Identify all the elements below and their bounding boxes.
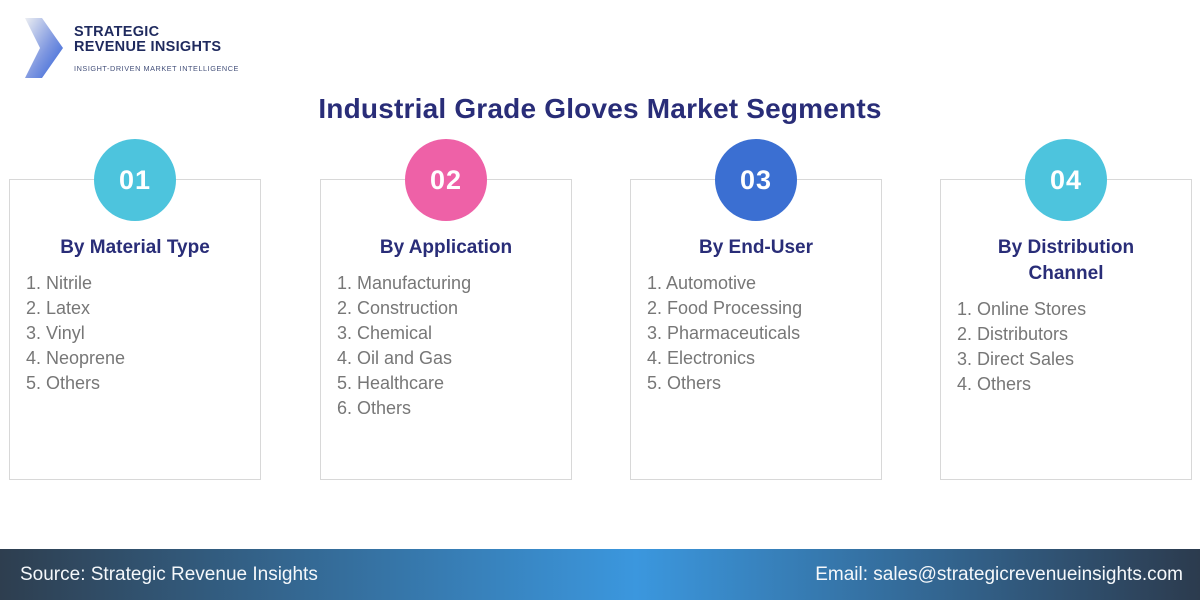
segment-card: 03 By End-User 1. Automotive 2. Food Proc… (630, 139, 882, 480)
segment-list-item: 5. Others (26, 373, 101, 393)
segment-list-item: 3. Direct Sales (957, 349, 1075, 369)
segment-card: 02 By Application 1. Manufacturing 2. Con… (320, 139, 572, 480)
segment-list-item: 2. Distributors (957, 324, 1069, 344)
segment-heading: By Material Type (60, 237, 210, 258)
segment-list-item: 4. Others (957, 374, 1032, 394)
segment-list-item: 3. Chemical (337, 323, 433, 343)
segment-list-item: 4. Electronics (647, 348, 756, 368)
chevron-right-icon (25, 18, 63, 83)
segment-list-item: 5. Healthcare (337, 373, 445, 393)
logo-text: STRATEGIC REVENUE INSIGHTS INSIGHT-DRIVE… (74, 16, 239, 74)
segment-number-badge: 01 (94, 139, 176, 221)
segment-number-badge: 04 (1025, 139, 1107, 221)
segment-list-item: 2. Construction (337, 298, 459, 318)
segment-list-item: 4. Oil and Gas (337, 348, 453, 368)
segment-list-item: 2. Latex (26, 298, 91, 318)
segment-list-item: 3. Vinyl (26, 323, 85, 343)
segment-list-item: 2. Food Processing (647, 298, 803, 318)
page-title: Industrial Grade Gloves Market Segments (318, 93, 882, 124)
logo-line1: STRATEGIC (74, 24, 160, 40)
logo-line2: REVENUE INSIGHTS (74, 39, 222, 55)
segment-list-item: 4. Neoprene (26, 348, 126, 368)
segment-list: 1. Automotive 2. Food Processing 3. Pharma… (631, 271, 881, 396)
segment-card: 04 By Distribution Channel 1. Online Sto… (940, 139, 1192, 480)
segment-list-item: 1. Nitrile (26, 273, 93, 293)
segment-list: 1. Nitrile 2. Latex 3. Vinyl 4. Neoprene 5. … (10, 271, 260, 396)
segment-number-badge: 03 (715, 139, 797, 221)
logo: STRATEGIC REVENUE INSIGHTS INSIGHT-DRIVE… (25, 16, 239, 83)
segment-list-item: 1. Manufacturing (337, 273, 472, 293)
segment-card: 01 By Material Type 1. Nitrile 2. Latex 3.… (9, 139, 261, 480)
footer-source: Source: Strategic Revenue Insights (20, 563, 318, 585)
segment-list-item: 1. Automotive (647, 273, 757, 293)
footer-email: Email: sales@strategicrevenueinsights.co… (815, 563, 1183, 585)
segment-list: 1. Manufacturing 2. Construction 3. Chemic… (321, 271, 571, 421)
segment-list-item: 5. Others (647, 373, 722, 393)
segment-list-item: 6. Others (337, 398, 412, 418)
logo-tagline: INSIGHT-DRIVEN MARKET INTELLIGENCE (74, 64, 239, 73)
segment-list-item: 3. Pharmaceuticals (647, 323, 801, 343)
segment-list: 1. Online Stores 2. Distributors 3. Direct… (941, 297, 1191, 397)
segment-number-badge: 02 (405, 139, 487, 221)
segment-heading: By Application (379, 237, 513, 258)
segment-list-item: 1. Online Stores (957, 299, 1087, 319)
segment-heading: By End-User (698, 237, 814, 258)
footer-bar: Source: Strategic Revenue Insights Email… (0, 549, 1200, 600)
segment-heading: By Distribution Channel (997, 237, 1135, 284)
